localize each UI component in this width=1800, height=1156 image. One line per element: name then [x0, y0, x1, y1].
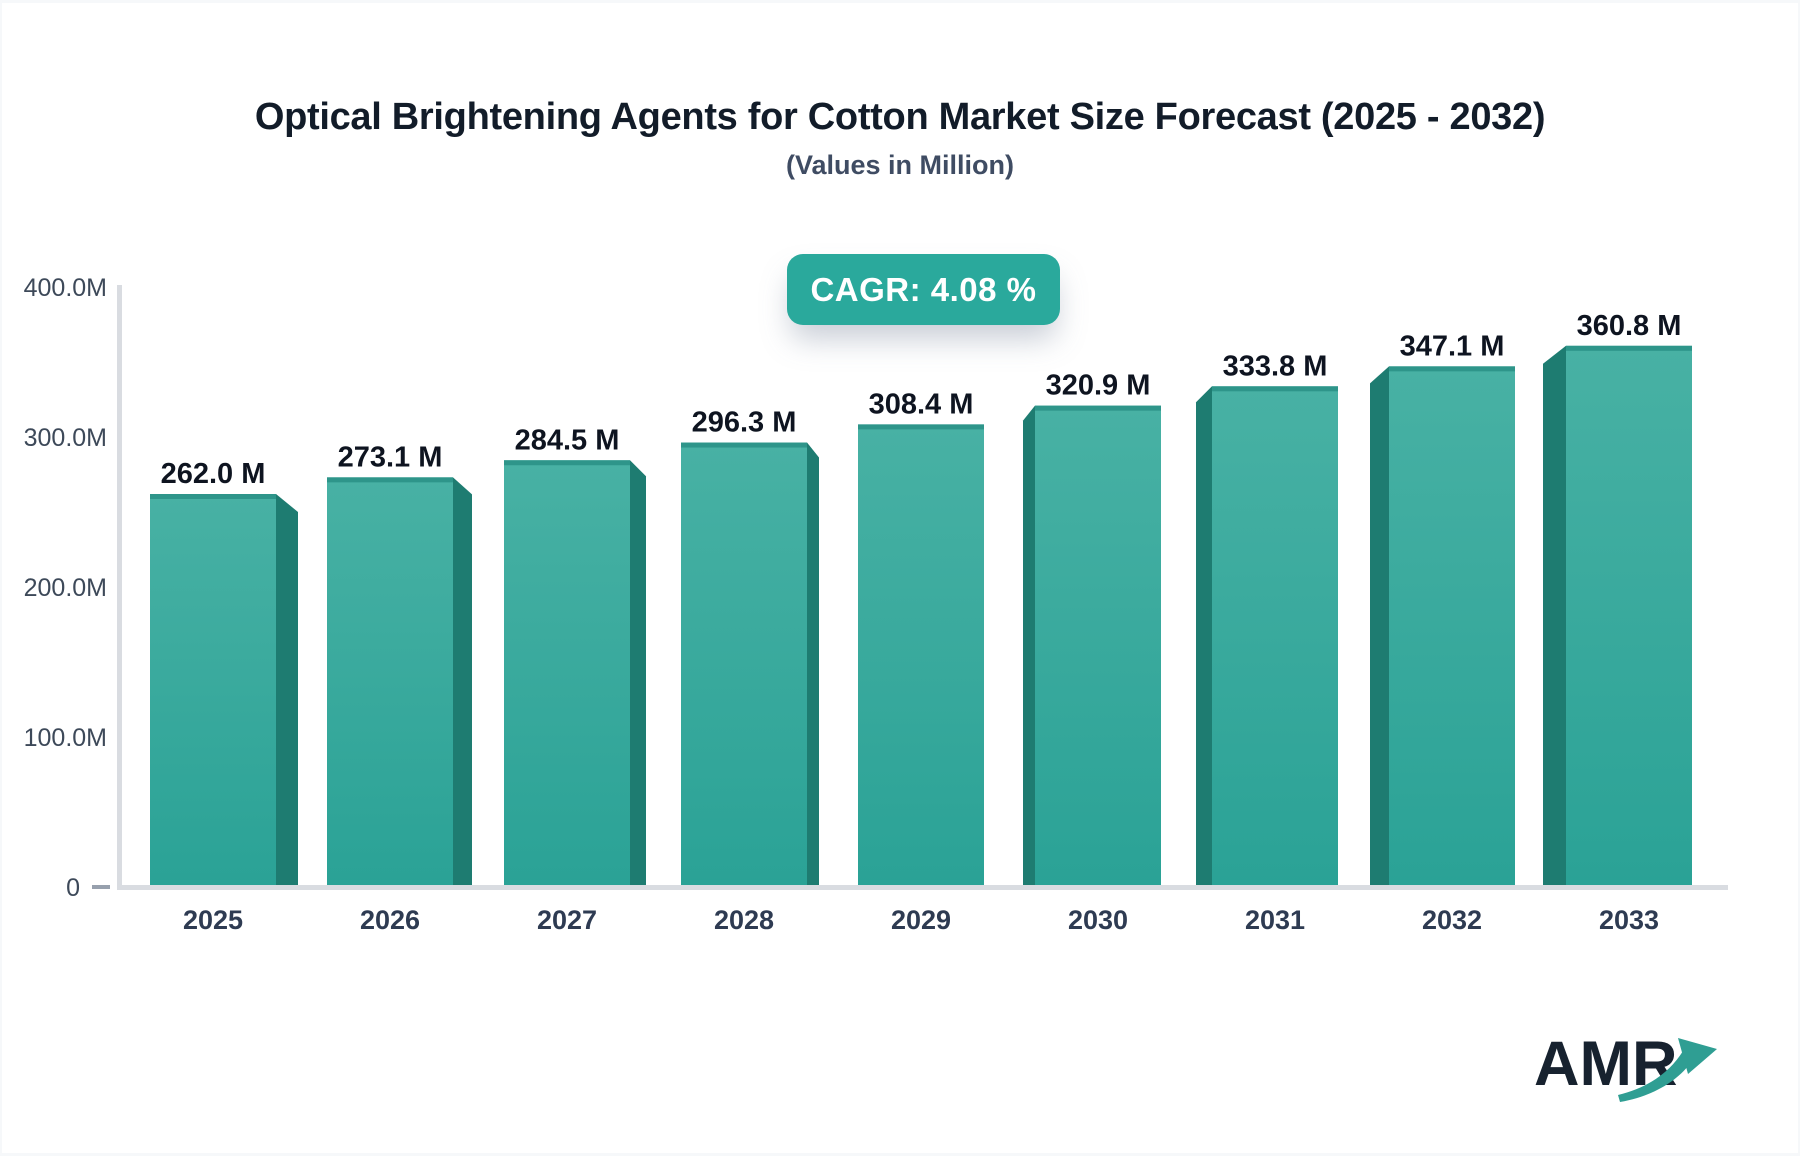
x-tick-label-2025: 2025 — [183, 905, 243, 935]
bar-2028 — [681, 442, 807, 888]
bar-value-label-2033: 360.8 M — [1577, 310, 1682, 342]
chart-subtitle: (Values in Million) — [785, 150, 1015, 180]
y-tick-label-200: 200.0M — [24, 574, 107, 602]
bar-side-2025 — [276, 494, 298, 887]
y-tick-label-0: 0 — [66, 874, 80, 902]
y-tick-label-100: 100.0M — [24, 724, 107, 752]
cagr-badge: CAGR: 4.08 % — [787, 254, 1060, 325]
bar-top-edge-2032 — [1389, 366, 1515, 372]
bar-2031 — [1212, 386, 1338, 888]
chart-title: Optical Brightening Agents for Cotton Ma… — [254, 96, 1546, 138]
x-tick-label-2028: 2028 — [714, 905, 774, 935]
page-right-border — [1798, 0, 1800, 1156]
bar-top-edge-2031 — [1212, 386, 1338, 392]
cagr-badge-label: CAGR: 4.08 % — [810, 270, 1037, 308]
bar-value-label-2025: 262.0 M — [161, 458, 266, 490]
bar-value-label-2029: 308.4 M — [869, 388, 974, 420]
bar-top-edge-2027 — [504, 460, 630, 466]
page-top-border — [0, 0, 1800, 3]
x-tick-label-2031: 2031 — [1245, 905, 1305, 935]
bar-side-2031 — [1196, 386, 1212, 887]
bar-2025 — [150, 494, 276, 888]
bar-2030 — [1035, 405, 1161, 888]
page-left-border — [0, 0, 2, 1156]
bar-value-label-2026: 273.1 M — [338, 441, 443, 473]
bar-side-2028 — [807, 442, 819, 887]
bar-2027 — [504, 460, 630, 888]
bar-value-label-2031: 333.8 M — [1223, 350, 1328, 382]
bar-side-2030 — [1023, 405, 1035, 887]
bar-top-edge-2028 — [681, 442, 807, 448]
bar-top-edge-2029 — [858, 424, 984, 430]
growth-arrow-icon — [1618, 1038, 1717, 1102]
bar-top-edge-2026 — [327, 477, 453, 483]
bar-side-2032 — [1370, 366, 1389, 888]
bar-side-2026 — [453, 477, 472, 887]
bar-2033 — [1566, 345, 1692, 888]
x-tick-label-2030: 2030 — [1068, 905, 1128, 935]
y-tick-label-400: 400.0M — [24, 274, 107, 302]
bar-top-edge-2033 — [1566, 345, 1692, 351]
bar-top-edge-2025 — [150, 494, 276, 499]
bar-value-label-2027: 284.5 M — [515, 424, 620, 456]
x-tick-label-2029: 2029 — [891, 905, 951, 935]
bar-2029 — [858, 424, 984, 888]
x-tick-label-2026: 2026 — [360, 905, 420, 935]
x-tick-label-2033: 2033 — [1599, 905, 1659, 935]
bar-value-label-2028: 296.3 M — [692, 407, 797, 439]
bar-value-label-2030: 320.9 M — [1046, 370, 1151, 402]
x-tick-label-2032: 2032 — [1422, 905, 1482, 935]
bar-top-edge-2030 — [1035, 405, 1161, 411]
x-tick-label-2027: 2027 — [537, 905, 597, 935]
bar-2032 — [1389, 366, 1515, 889]
bar-value-label-2032: 347.1 M — [1400, 330, 1505, 362]
y-tick-label-300: 300.0M — [24, 424, 107, 452]
amr-logo: AMR — [1534, 1028, 1734, 1128]
bar-side-2027 — [630, 460, 646, 887]
bar-side-2033 — [1543, 345, 1566, 887]
bar-2026 — [327, 477, 453, 888]
page-bottom-border — [0, 1153, 1800, 1156]
